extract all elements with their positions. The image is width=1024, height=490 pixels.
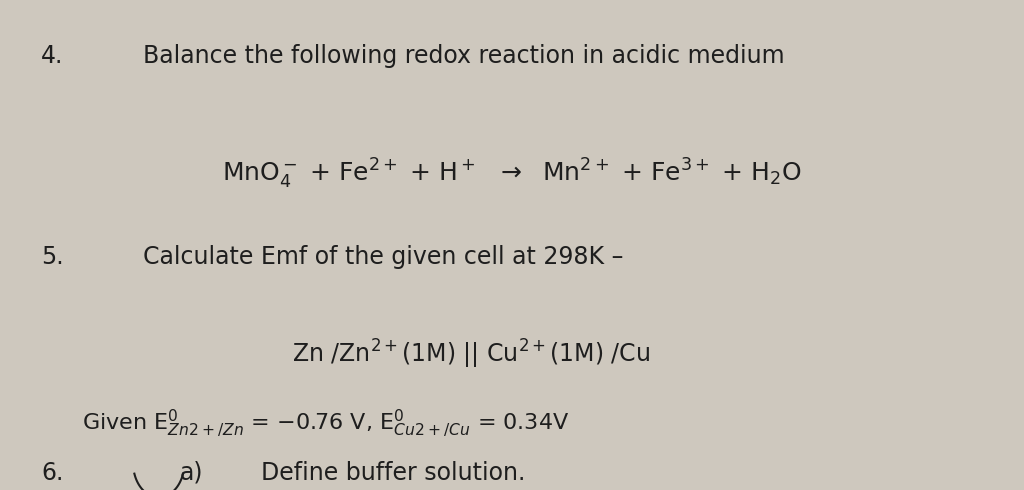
Text: Given E$^0_{Zn2+/Zn}$ = −0.76 V, E$^0_{Cu2+/Cu}$ = 0.34V: Given E$^0_{Zn2+/Zn}$ = −0.76 V, E$^0_{C…: [82, 407, 569, 439]
Text: Define buffer solution.: Define buffer solution.: [261, 461, 525, 485]
Text: 4.: 4.: [41, 44, 63, 68]
Text: MnO$_4^-$ + Fe$^{2+}$ + H$^+$  $\rightarrow$  Mn$^{2+}$ + Fe$^{3+}$ + H$_2$O: MnO$_4^-$ + Fe$^{2+}$ + H$^+$ $\rightarr…: [222, 157, 802, 191]
Text: Calculate Emf of the given cell at 298K –: Calculate Emf of the given cell at 298K …: [143, 245, 624, 269]
Text: Zn /Zn$^{2+}$(1M) || Cu$^{2+}$(1M) /Cu: Zn /Zn$^{2+}$(1M) || Cu$^{2+}$(1M) /Cu: [292, 338, 650, 371]
Text: a): a): [179, 461, 203, 485]
Text: 5.: 5.: [41, 245, 63, 269]
Text: 6.: 6.: [41, 461, 63, 485]
Text: Balance the following redox reaction in acidic medium: Balance the following redox reaction in …: [143, 44, 785, 68]
